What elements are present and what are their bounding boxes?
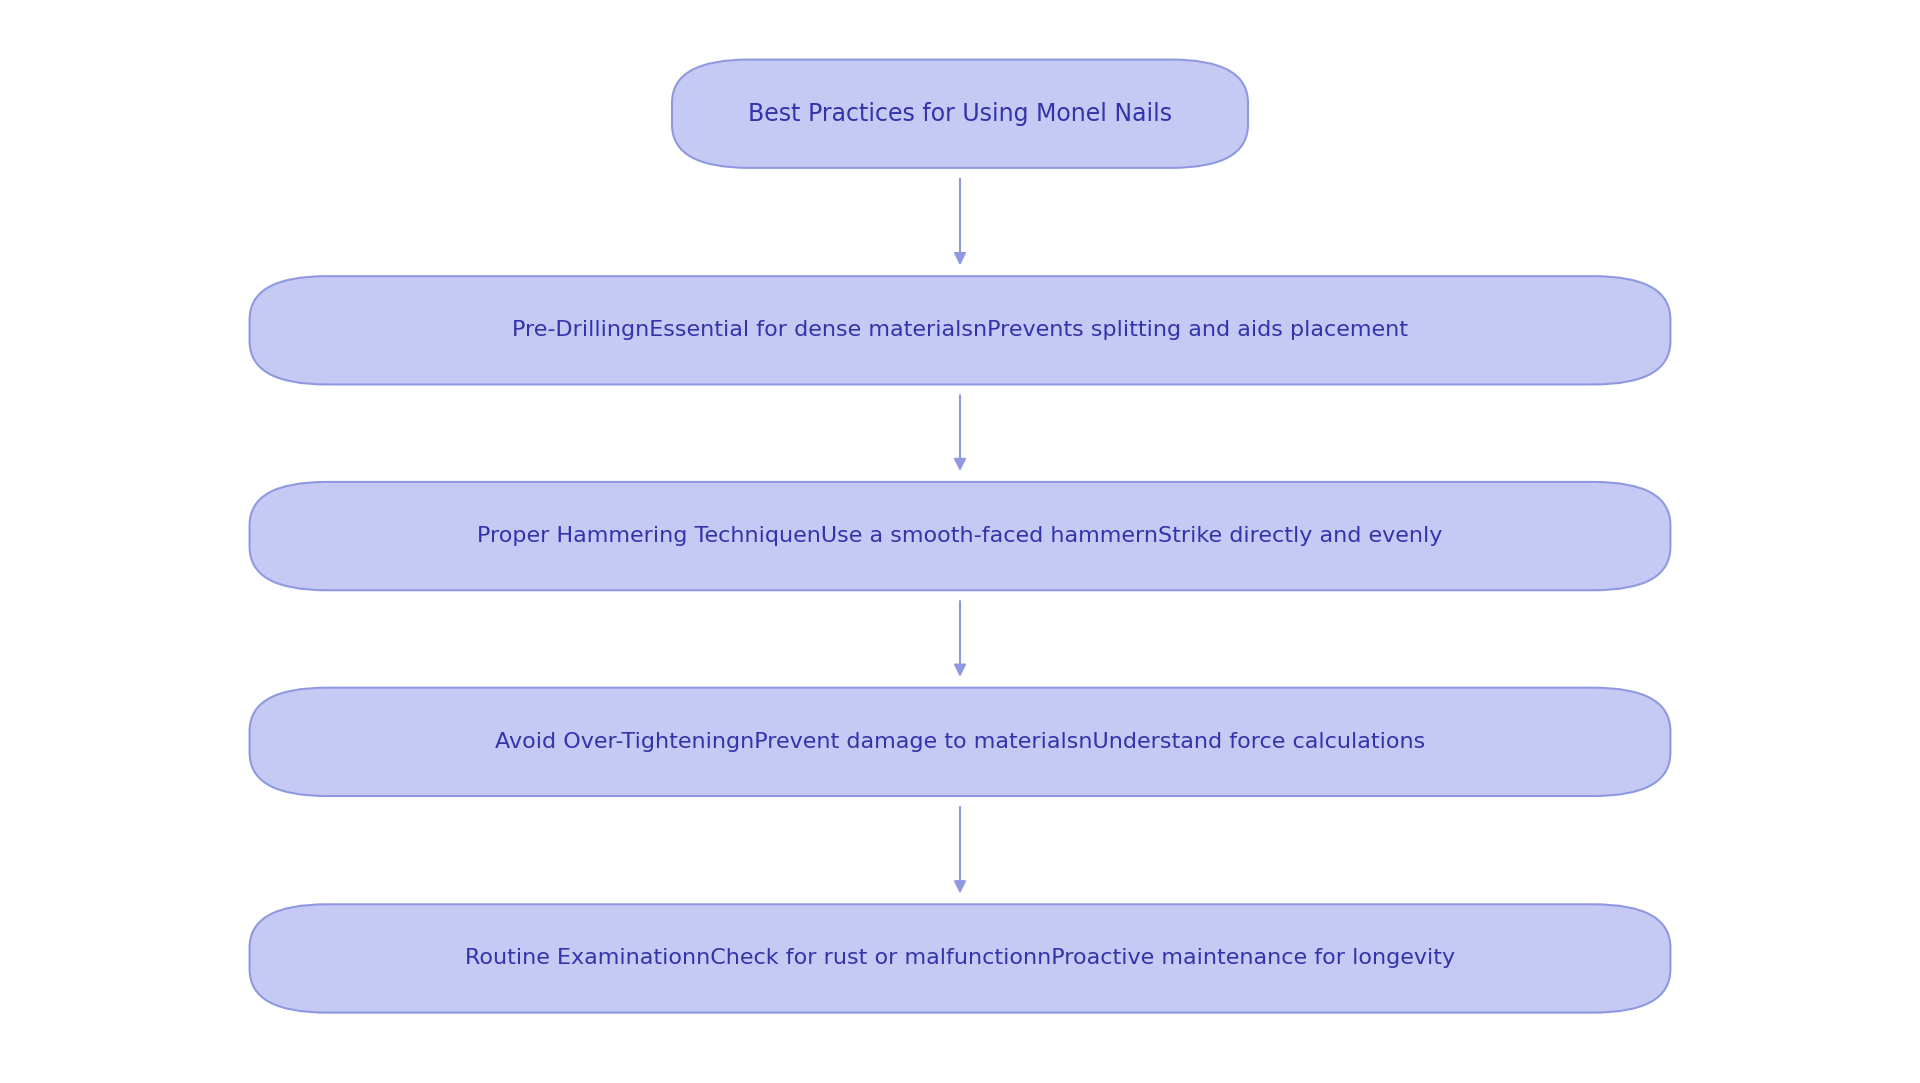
Text: Best Practices for Using Monel Nails: Best Practices for Using Monel Nails: [749, 102, 1171, 126]
FancyBboxPatch shape: [250, 688, 1670, 796]
FancyBboxPatch shape: [250, 276, 1670, 384]
Text: Pre-DrillingnEssential for dense materialsnPrevents splitting and aids placement: Pre-DrillingnEssential for dense materia…: [513, 321, 1407, 340]
Text: Proper Hammering TechniquenUse a smooth-faced hammernStrike directly and evenly: Proper Hammering TechniquenUse a smooth-…: [478, 526, 1442, 546]
FancyBboxPatch shape: [250, 482, 1670, 590]
Text: Avoid Over-TighteningnPrevent damage to materialsnUnderstand force calculations: Avoid Over-TighteningnPrevent damage to …: [495, 732, 1425, 752]
Text: Routine ExaminationnCheck for rust or malfunctionnProactive maintenance for long: Routine ExaminationnCheck for rust or ma…: [465, 949, 1455, 968]
FancyBboxPatch shape: [250, 904, 1670, 1013]
FancyBboxPatch shape: [672, 60, 1248, 168]
